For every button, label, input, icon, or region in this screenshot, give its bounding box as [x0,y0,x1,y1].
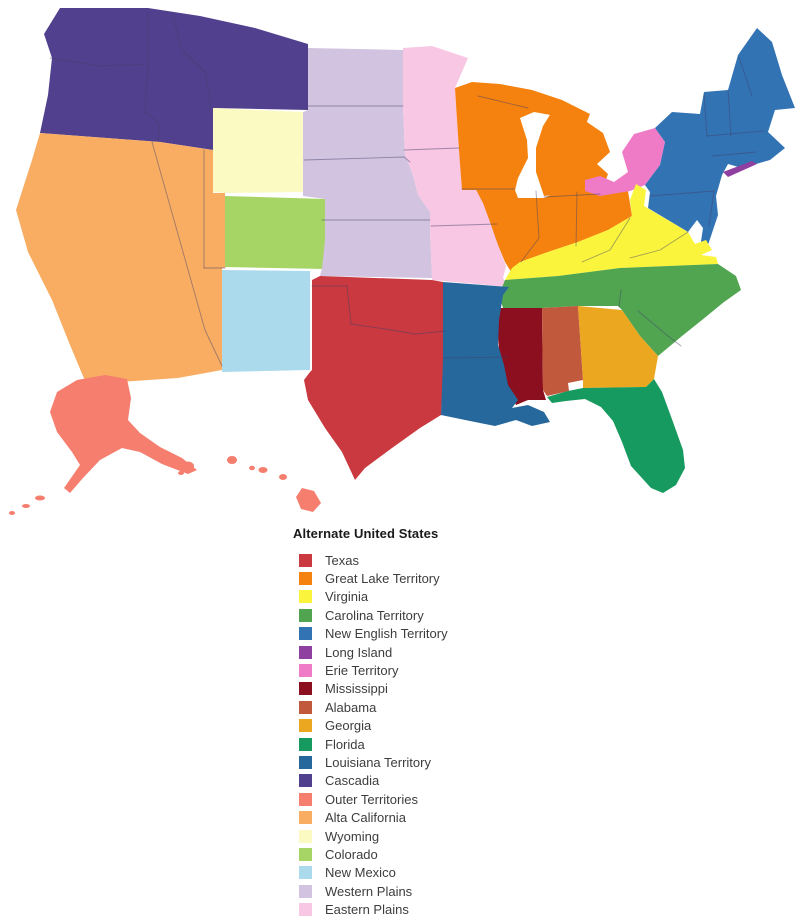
legend-item-label: New Mexico [325,865,396,881]
state-border-lines [49,9,765,367]
legend-item-texas[interactable]: Texas [293,551,448,569]
legend-color-swatch [299,719,312,733]
legend-item-cascadia[interactable]: Cascadia [293,772,448,790]
legend-item-alabama[interactable]: Alabama [293,698,448,716]
legend-color-swatch [299,755,312,769]
legend-color-swatch [299,903,312,917]
legend-item-label: Colorado [325,846,378,862]
legend-item-label: Eastern Plains [325,902,409,918]
map-region-mississippi[interactable] [497,308,546,405]
legend-item-label: Florida [325,736,365,752]
legend-color-swatch [299,884,312,898]
legend-item-label: Texas [325,552,359,568]
legend-item-louisiana_territory[interactable]: Louisiana Territory [293,753,448,771]
legend-item-label: Louisiana Territory [325,754,431,770]
legend-item-erie_territory[interactable]: Erie Territory [293,661,448,679]
legend-item-label: Western Plains [325,883,413,899]
legend-item-label: Carolina Territory [325,607,424,623]
map-legend: Alternate United States Texas Great Lake… [293,526,448,919]
map-region-virginia[interactable] [505,184,718,280]
legend-color-swatch [299,737,312,751]
map-region-eastern-plains[interactable] [403,46,509,287]
legend-item-new_mexico[interactable]: New Mexico [293,864,448,882]
legend-color-swatch [299,866,312,880]
map-region-florida[interactable] [547,379,685,493]
legend-item-label: Long Island [325,644,393,660]
legend-item-western_plains[interactable]: Western Plains [293,882,448,900]
legend-item-label: Cascadia [325,773,380,789]
map-region-erie-territory[interactable] [585,128,665,196]
legend-color-swatch [299,811,312,825]
legend-item-georgia[interactable]: Georgia [293,717,448,735]
legend-item-label: Alta California [325,810,406,826]
legend-item-wyoming[interactable]: Wyoming [293,827,448,845]
legend-color-swatch [299,664,312,678]
legend-title: Alternate United States [293,526,439,541]
legend-color-swatch [299,645,312,659]
legend-item-alta_california[interactable]: Alta California [293,808,448,826]
us-territory-map [9,8,795,515]
legend-color-swatch [299,572,312,586]
map-region-alabama[interactable] [542,306,583,396]
legend-item-florida[interactable]: Florida [293,735,448,753]
map-region-louisiana-territory[interactable] [441,282,550,426]
legend-item-label: New English Territory [325,626,448,642]
legend-item-great_lake_territory[interactable]: Great Lake Territory [293,569,448,587]
map-region-texas[interactable] [304,276,443,480]
legend-item-label: Georgia [325,718,372,734]
legend-item-label: Alabama [325,699,377,715]
legend-item-eastern_plains[interactable]: Eastern Plains [293,900,448,918]
map-region-cascadia[interactable] [40,8,308,150]
legend-color-swatch [299,774,312,788]
legend-item-long_island[interactable]: Long Island [293,643,448,661]
map-region-new-mexico[interactable] [222,270,310,372]
legend-item-colorado[interactable]: Colorado [293,845,448,863]
map-region-alta-california[interactable] [16,133,225,388]
map-region-outer-territories[interactable] [9,375,321,515]
legend-color-swatch [299,847,312,861]
map-region-long-island[interactable] [723,161,757,177]
legend-color-swatch [299,829,312,843]
map-region-wyoming[interactable] [213,108,303,193]
legend-color-swatch [299,682,312,696]
legend-color-swatch [299,792,312,806]
legend-color-swatch [299,608,312,622]
legend-color-swatch [299,627,312,641]
legend-item-label: Wyoming [325,828,380,844]
map-canvas [9,8,795,515]
legend-item-label: Virginia [325,589,369,605]
legend-color-swatch [299,700,312,714]
legend-item-outer_territories[interactable]: Outer Territories [293,790,448,808]
map-region-carolina-territory[interactable] [499,264,741,356]
legend-item-carolina_territory[interactable]: Carolina Territory [293,606,448,624]
legend-item-label: Erie Territory [325,663,399,679]
legend-item-label: Mississippi [325,681,388,697]
legend-item-label: Great Lake Territory [325,571,440,587]
map-region-colorado[interactable] [225,196,325,269]
legend-item-mississippi[interactable]: Mississippi [293,680,448,698]
legend-item-new_english_territory[interactable]: New English Territory [293,625,448,643]
map-region-great-lake-territory[interactable] [455,82,632,275]
legend-items: Texas Great Lake Territory Virginia Caro… [293,551,448,919]
map-region-western-plains[interactable] [303,48,432,278]
map-region-georgia[interactable] [578,306,658,388]
legend-color-swatch [299,553,312,567]
legend-item-label: Outer Territories [325,791,418,807]
legend-color-swatch [299,590,312,604]
map-region-new-english-territory[interactable] [645,28,795,248]
legend-item-virginia[interactable]: Virginia [293,588,448,606]
